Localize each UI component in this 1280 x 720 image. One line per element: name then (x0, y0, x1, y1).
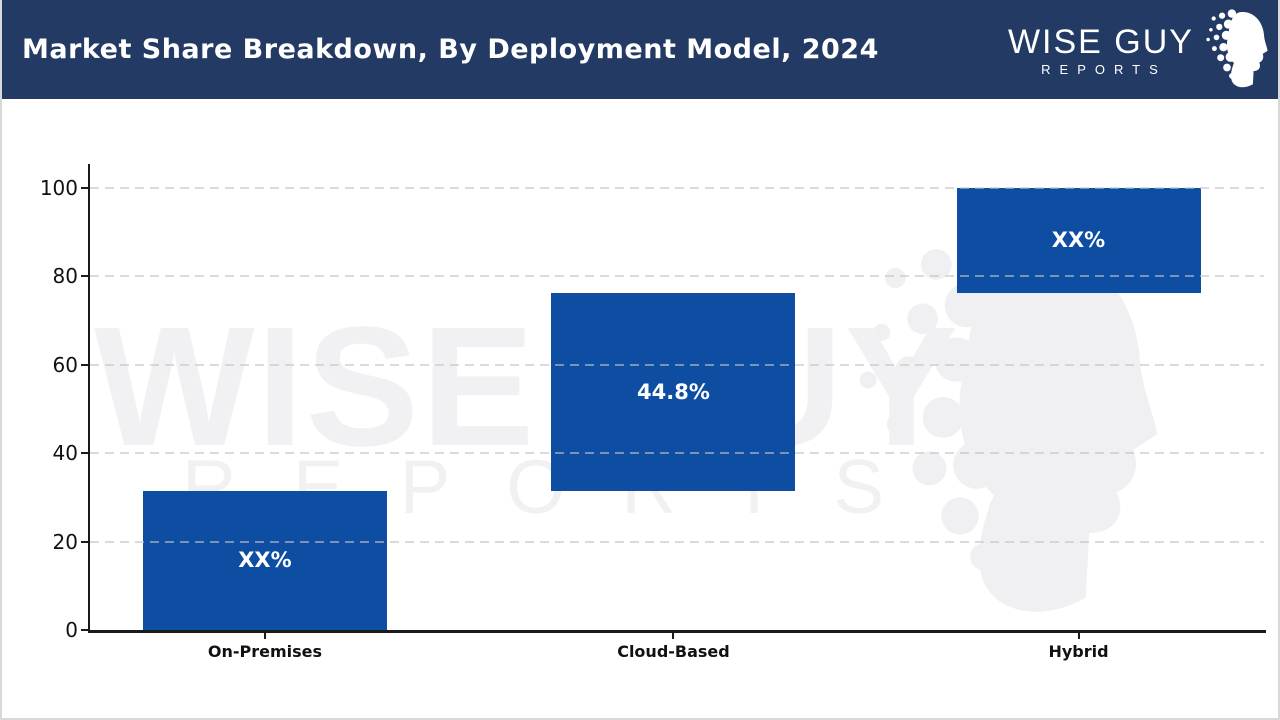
gridline (90, 540, 1264, 543)
y-tick-mark (81, 452, 89, 455)
x-category-label: On-Premises (207, 642, 322, 661)
watermark-wordmark: WISE GUY (94, 292, 961, 482)
chart-area: WISE GUY REPORTS XX%44.8%XX% 02040608010… (2, 99, 1278, 716)
y-tick-label: 20 (52, 529, 78, 554)
x-tick-mark (263, 632, 266, 639)
plot-area: XX% 44.8% XX% (90, 187, 1264, 630)
gridline (90, 275, 1264, 278)
y-tick-label: 0 (65, 618, 78, 642)
y-tick-mark (81, 629, 89, 631)
y-tick-mark (81, 363, 89, 366)
bar-segment: 44.8% (551, 292, 796, 491)
x-axis-line (88, 630, 1266, 633)
x-tick-mark (1077, 632, 1080, 639)
logo-wordmark: WISE GUY (1007, 22, 1194, 61)
x-category-label: Hybrid (1048, 642, 1109, 661)
x-category-label: Cloud-Based (617, 642, 730, 661)
bar-segment: XX% (956, 188, 1201, 293)
x-tick-mark (672, 632, 675, 639)
header-bar: Market Share Breakdown, By Deployment Mo… (2, 0, 1278, 99)
brand-logo: WISE GUY REPORTS (1008, 8, 1270, 92)
bar-value-label: XX% (238, 548, 292, 573)
y-tick-label: 80 (52, 264, 78, 289)
y-tick-label: 60 (52, 352, 78, 377)
gridline (90, 187, 1264, 189)
bar-value-label: XX% (1051, 228, 1106, 253)
y-axis-line (88, 164, 90, 632)
bar-segment: XX% (142, 490, 387, 630)
chart-title: Market Share Breakdown, By Deployment Mo… (22, 34, 879, 65)
y-tick-mark (81, 540, 89, 543)
y-tick-label: 40 (52, 441, 78, 466)
bar-value-label: 44.8% (637, 379, 710, 404)
y-tick-label: 100 (39, 176, 78, 200)
gridline (90, 363, 1264, 366)
gridline (90, 452, 1264, 455)
y-tick-mark (81, 187, 89, 189)
y-tick-mark (81, 275, 89, 278)
logo-head-icon (1198, 8, 1270, 92)
logo-subtitle: REPORTS (1041, 61, 1167, 77)
brand-logo-text: WISE GUY REPORTS (1008, 24, 1194, 77)
